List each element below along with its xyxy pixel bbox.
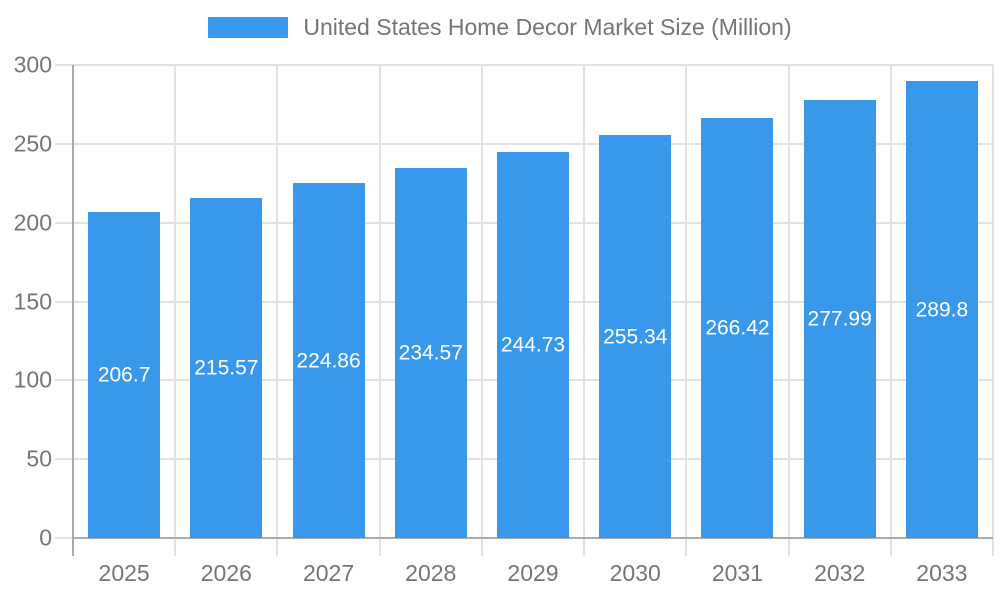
bar — [599, 135, 672, 538]
gridline-v — [787, 65, 790, 556]
gridline-h — [55, 142, 993, 145]
bar — [394, 168, 467, 538]
y-axis-line — [72, 65, 74, 556]
bar — [497, 152, 569, 538]
x-tick-label: 2027 — [302, 560, 355, 586]
bar — [88, 212, 161, 538]
x-tick-label: 2029 — [507, 560, 559, 586]
y-tick-label: 200 — [13, 209, 52, 236]
bar-value-label: 255.34 — [603, 325, 668, 349]
gridline-v — [276, 65, 279, 556]
bar-value-label: 277.99 — [807, 307, 872, 331]
bar — [803, 99, 876, 538]
x-tick-label: 2031 — [711, 560, 764, 586]
bar-value-label: 244.73 — [500, 333, 566, 357]
x-tick-label: 2028 — [405, 560, 457, 586]
bar-value-label: 215.57 — [194, 356, 259, 380]
gridline-v — [174, 65, 177, 556]
x-tick-label: 2030 — [609, 560, 661, 586]
bar-value-label: 234.57 — [398, 341, 463, 365]
bar — [701, 117, 774, 538]
bar — [292, 183, 365, 538]
gridline-v — [583, 65, 586, 556]
gridline-v — [378, 65, 381, 556]
x-tick-label: 2025 — [98, 560, 150, 586]
legend[interactable]: United States Home Decor Market Size (Mi… — [0, 11, 1000, 44]
gridline-v — [889, 65, 892, 556]
bar-value-label: 224.86 — [296, 349, 361, 373]
legend-label: United States Home Decor Market Size (Mi… — [303, 14, 792, 40]
y-tick-label: 150 — [13, 288, 52, 314]
x-tick-label: 2033 — [916, 560, 968, 586]
bar-value-label: 289.8 — [915, 298, 969, 322]
gridline-h — [55, 64, 993, 66]
y-tick-label: 0 — [39, 524, 52, 551]
x-axis-line — [73, 537, 993, 539]
x-tick-label: 2032 — [814, 560, 866, 586]
bar — [905, 81, 978, 538]
x-tick-label: 2026 — [200, 560, 252, 586]
y-tick-label: 250 — [13, 130, 52, 157]
bar-value-label: 206.7 — [97, 363, 151, 387]
y-tick-label: 50 — [26, 445, 52, 472]
y-tick-label: 300 — [13, 51, 52, 78]
gridline-v — [480, 65, 483, 556]
gridline-v — [992, 65, 994, 556]
bar-value-label: 266.42 — [705, 316, 770, 340]
y-tick-label: 100 — [13, 366, 52, 393]
bar — [190, 198, 263, 538]
legend-swatch — [208, 17, 289, 38]
gridline-v — [685, 65, 688, 556]
